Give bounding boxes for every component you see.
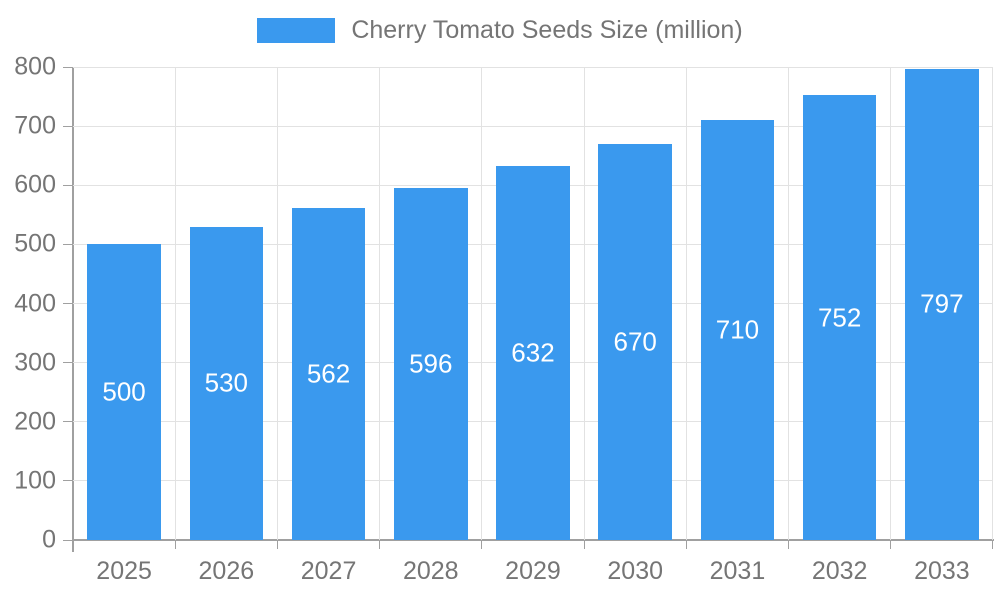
v-gridline: [788, 67, 790, 540]
x-axis-tick: [685, 540, 687, 549]
legend-swatch-icon: [257, 17, 336, 43]
v-gridline: [379, 67, 381, 540]
y-tick-label: 800: [14, 52, 56, 81]
x-axis-tick: [379, 540, 381, 549]
y-axis-tick: [63, 421, 73, 423]
v-gridline: [174, 67, 176, 540]
bar[interactable]: 710: [700, 120, 775, 540]
h-gridline: [73, 66, 993, 68]
y-axis-tick: [63, 66, 73, 68]
x-axis-tick: [583, 540, 585, 549]
bar-value-label: 710: [715, 314, 760, 345]
y-tick-label: 600: [14, 170, 56, 199]
x-tick-label: 2027: [300, 557, 357, 585]
y-axis-tick: [63, 125, 73, 127]
legend[interactable]: Cherry Tomato Seeds Size (million): [0, 15, 1000, 45]
x-axis-tick: [174, 540, 176, 549]
x-tick-label: 2029: [505, 557, 561, 585]
v-gridline: [992, 67, 993, 540]
bar-value-label: 562: [306, 358, 351, 389]
y-tick-label: 700: [14, 111, 56, 140]
y-tick-label: 0: [42, 525, 56, 554]
x-tick-label: 2031: [709, 557, 766, 585]
x-axis-tick: [992, 540, 993, 549]
x-tick-label: 2028: [402, 557, 459, 585]
v-gridline: [583, 67, 585, 540]
legend-label: Cherry Tomato Seeds Size (million): [351, 15, 743, 44]
bar-value-label: 530: [204, 367, 249, 398]
y-axis-tick: [63, 362, 73, 364]
h-gridline: [73, 125, 993, 127]
bar-value-label: 500: [102, 376, 146, 407]
v-gridline: [276, 67, 278, 540]
y-axis-tick: [63, 303, 73, 304]
bar[interactable]: 562: [291, 207, 366, 540]
bar[interactable]: 752: [802, 95, 877, 540]
x-axis-tick: [788, 540, 790, 549]
bar[interactable]: 797: [905, 68, 979, 540]
y-axis-tick: [63, 480, 73, 482]
y-tick-label: 100: [14, 466, 56, 495]
v-gridline: [481, 67, 483, 540]
x-tick-label: 2025: [96, 557, 152, 585]
x-axis-tick: [890, 540, 892, 549]
bar-value-label: 670: [613, 326, 657, 357]
x-axis-tick: [481, 540, 483, 549]
plot-area: 0 100 200 300 400 500 600 700 800 2025 500 2026 530 2…: [14, 54, 994, 585]
y-tick-label: 200: [14, 407, 56, 436]
bar-value-label: 752: [817, 302, 862, 333]
y-tick-label: 400: [14, 289, 56, 317]
y-axis-line: [72, 67, 74, 552]
bar[interactable]: 500: [87, 244, 161, 540]
bar[interactable]: 670: [598, 143, 673, 540]
v-gridline: [685, 67, 687, 540]
y-tick-label: 300: [14, 348, 56, 377]
bar-value-label: 632: [511, 337, 555, 368]
x-tick-label: 2030: [607, 557, 664, 585]
x-axis-tick: [276, 540, 278, 549]
x-tick-label: 2033: [914, 557, 970, 585]
bar[interactable]: 530: [189, 226, 264, 540]
bar[interactable]: 632: [496, 166, 570, 540]
y-tick-label: 500: [14, 229, 56, 258]
v-gridline: [890, 67, 892, 540]
x-tick-label: 2026: [198, 557, 255, 585]
bar-value-label: 797: [920, 288, 964, 319]
x-tick-label: 2032: [811, 557, 868, 585]
y-axis-tick: [63, 539, 73, 541]
y-axis-tick: [63, 184, 73, 186]
y-axis-tick: [63, 243, 73, 245]
x-axis-line: [72, 539, 994, 541]
bar-value-label: 596: [409, 348, 453, 379]
bar[interactable]: 596: [393, 187, 468, 540]
